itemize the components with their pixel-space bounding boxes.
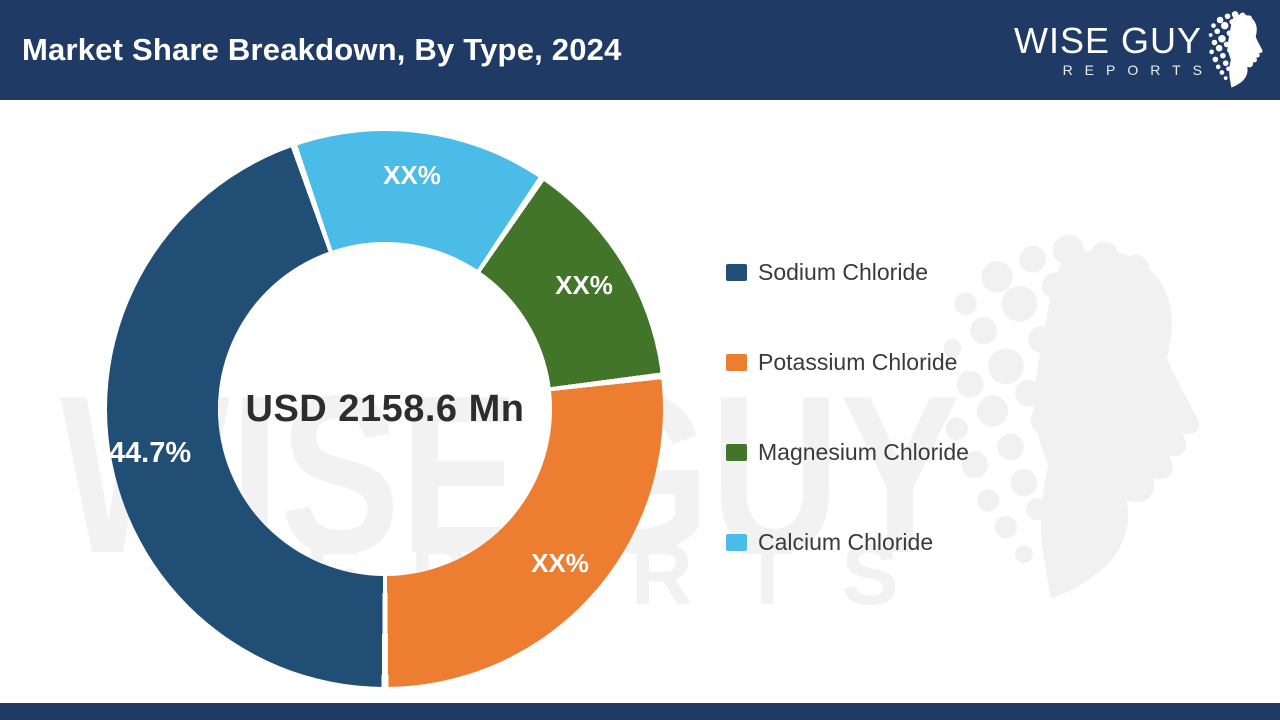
donut-center: WISE GUY REPORTS USD 2158.6 Mn xyxy=(218,242,552,576)
legend-item-potassium-chloride[interactable]: Potassium Chloride xyxy=(726,346,969,378)
watermark-text-line1-inner: WISE GUY xyxy=(218,348,552,577)
chart-area: WISE GUY REPORTS WISE GUY REPORTS USD 21… xyxy=(0,100,1280,703)
legend-swatch-calcium-chloride xyxy=(726,533,747,551)
logo-wordmark-line2: REPORTS xyxy=(1062,61,1214,78)
legend-label: Sodium Chloride xyxy=(758,258,929,285)
donut-center-value: USD 2158.6 Mn xyxy=(245,387,525,430)
legend-swatch-potassium-chloride xyxy=(726,353,747,371)
logo-wordmark: WISE GUY REPORTS xyxy=(1013,19,1202,78)
watermark-text-line2-inner: REPORTS xyxy=(218,527,552,576)
slice-label-calcium-chloride: XX% xyxy=(383,160,441,190)
brand-face-icon xyxy=(1208,11,1263,88)
watermark-face-icon xyxy=(943,234,1200,599)
page-title: Market Share Breakdown, By Type, 2024 xyxy=(22,32,622,67)
footer-bar xyxy=(0,703,1280,720)
slice-label-potassium-chloride: XX% xyxy=(531,548,589,578)
legend-item-calcium-chloride[interactable]: Calcium Chloride xyxy=(726,526,969,558)
slice-label-sodium-chloride: 44.7% xyxy=(108,437,192,469)
legend-swatch-sodium-chloride xyxy=(726,263,747,281)
legend-swatch-magnesium-chloride xyxy=(726,443,747,461)
legend-item-magnesium-chloride[interactable]: Magnesium Chloride xyxy=(726,436,969,468)
legend-label: Calcium Chloride xyxy=(758,528,934,555)
legend-label: Potassium Chloride xyxy=(758,348,958,375)
slice-label-magnesium-chloride: XX% xyxy=(555,270,613,300)
header-bar: Market Share Breakdown, By Type, 2024 WI… xyxy=(0,0,1280,100)
logo-wordmark-line1: WISE GUY xyxy=(1013,19,1202,61)
legend-item-sodium-chloride[interactable]: Sodium Chloride xyxy=(726,256,969,288)
brand-logo: WISE GUY REPORTS xyxy=(1014,8,1280,92)
chart-legend: Sodium Chloride Potassium Chloride Magne… xyxy=(726,256,969,616)
legend-label: Magnesium Chloride xyxy=(758,438,969,465)
